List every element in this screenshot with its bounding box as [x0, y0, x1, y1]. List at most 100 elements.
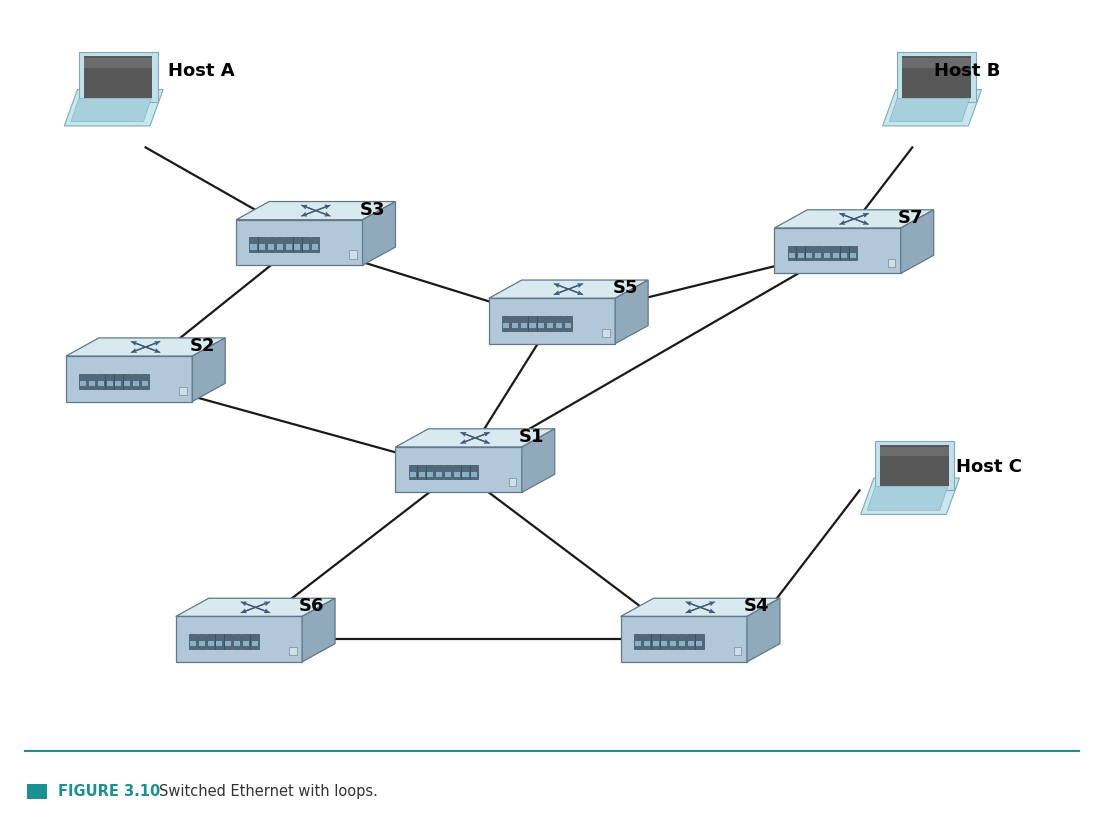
Bar	[216, 641, 223, 646]
Bar	[539, 323, 544, 328]
Polygon shape	[489, 298, 615, 344]
Bar	[832, 253, 839, 258]
Bar	[454, 472, 459, 477]
Bar	[418, 472, 425, 477]
Bar	[687, 634, 694, 649]
Polygon shape	[615, 280, 648, 344]
Bar	[502, 316, 510, 330]
Bar	[131, 374, 140, 389]
Bar	[116, 381, 121, 386]
Bar	[652, 641, 659, 646]
Polygon shape	[395, 447, 522, 493]
Bar	[97, 374, 105, 389]
Polygon shape	[889, 98, 969, 121]
Polygon shape	[176, 617, 302, 662]
Bar	[242, 634, 250, 649]
Polygon shape	[362, 201, 395, 265]
Bar	[564, 323, 571, 328]
Bar	[268, 245, 274, 250]
Bar	[84, 58, 152, 68]
Text: Host B: Host B	[934, 62, 1000, 80]
Bar	[189, 634, 198, 649]
Bar	[538, 316, 545, 330]
Bar	[806, 253, 813, 258]
Bar	[815, 253, 821, 258]
Bar	[651, 634, 660, 649]
Text: Host A: Host A	[168, 62, 234, 80]
Bar	[644, 641, 650, 646]
Bar	[435, 464, 443, 479]
Bar	[259, 245, 265, 250]
Text: Host C: Host C	[956, 458, 1022, 476]
Bar	[734, 647, 742, 656]
Bar	[643, 634, 651, 649]
Bar	[445, 472, 450, 477]
Bar	[106, 374, 114, 389]
Bar	[141, 381, 148, 386]
Bar	[88, 374, 96, 389]
Bar	[349, 250, 357, 259]
Bar	[902, 57, 970, 98]
Polygon shape	[774, 210, 934, 228]
Bar	[688, 641, 693, 646]
Bar	[132, 381, 139, 386]
Text: S6: S6	[299, 597, 325, 616]
Bar	[190, 641, 197, 646]
Bar	[426, 464, 435, 479]
Bar	[198, 634, 206, 649]
Polygon shape	[395, 428, 554, 447]
Polygon shape	[861, 478, 959, 514]
Bar	[470, 464, 478, 479]
Bar	[930, 101, 943, 106]
Bar	[417, 464, 426, 479]
Text: S4: S4	[744, 597, 769, 616]
Text: FIGURE 3.10: FIGURE 3.10	[57, 784, 160, 799]
Bar	[140, 374, 149, 389]
Bar	[463, 472, 468, 477]
Bar	[311, 237, 319, 252]
Polygon shape	[66, 338, 225, 356]
Bar	[902, 58, 970, 68]
Bar	[805, 245, 814, 260]
Bar	[89, 381, 95, 386]
Bar	[831, 245, 840, 260]
Polygon shape	[901, 210, 934, 274]
Bar	[787, 245, 796, 260]
Bar	[461, 464, 469, 479]
Bar	[233, 634, 241, 649]
Polygon shape	[64, 90, 163, 126]
Bar	[670, 641, 676, 646]
Bar	[225, 641, 231, 646]
Bar	[520, 316, 528, 330]
Bar	[286, 245, 291, 250]
Bar	[427, 472, 434, 477]
Bar	[635, 641, 641, 646]
Bar	[840, 245, 849, 260]
Bar	[285, 237, 293, 252]
Bar	[276, 237, 284, 252]
Bar	[907, 488, 921, 495]
Bar	[26, 784, 46, 799]
Bar	[875, 441, 954, 490]
Bar	[824, 253, 830, 258]
Text: S5: S5	[613, 280, 638, 297]
Bar	[678, 634, 686, 649]
Polygon shape	[236, 201, 395, 220]
Bar	[224, 634, 232, 649]
Bar	[302, 237, 310, 252]
Bar	[697, 641, 702, 646]
Polygon shape	[774, 228, 901, 274]
Bar	[696, 634, 703, 649]
Bar	[410, 472, 416, 477]
Bar	[511, 316, 519, 330]
Bar	[277, 245, 283, 250]
Bar	[555, 323, 562, 328]
Bar	[112, 101, 125, 106]
Bar	[679, 641, 684, 646]
Polygon shape	[71, 98, 151, 121]
Bar	[199, 641, 205, 646]
Polygon shape	[522, 428, 554, 493]
Bar	[546, 316, 554, 330]
Bar	[295, 245, 300, 250]
Bar	[453, 464, 460, 479]
